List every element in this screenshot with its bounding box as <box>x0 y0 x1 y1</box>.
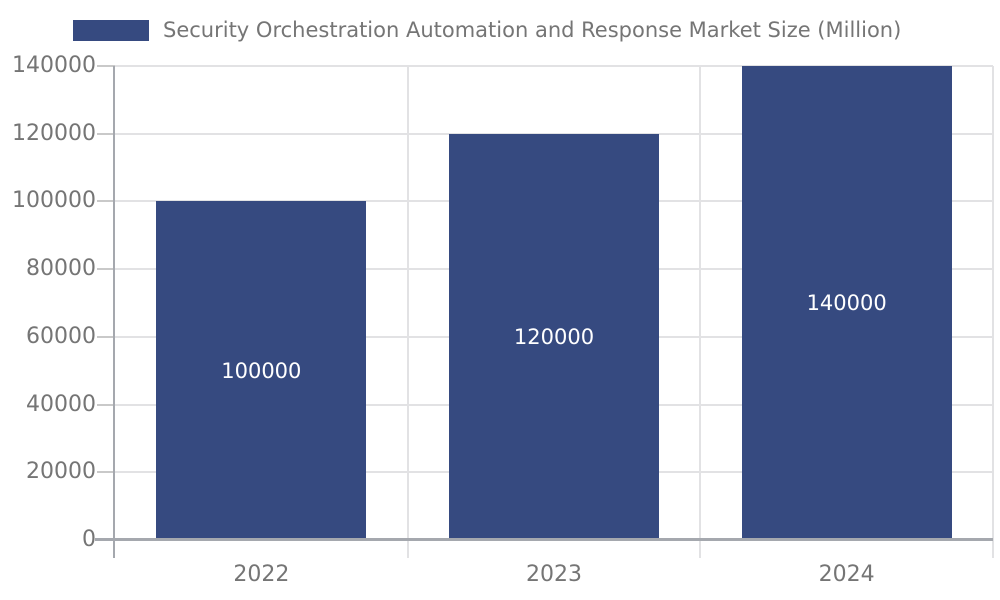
y-tick-label: 40000 <box>26 391 96 417</box>
y-gridline <box>115 65 993 67</box>
y-tick-label: 140000 <box>12 53 96 78</box>
x-tick-label: 2023 <box>526 562 582 587</box>
y-tick <box>97 268 115 271</box>
y-axis-line <box>113 66 115 558</box>
y-tick <box>97 471 115 474</box>
bar-value-label: 140000 <box>806 291 887 315</box>
chart-legend: Security Orchestration Automation and Re… <box>73 15 901 45</box>
y-tick-label: 80000 <box>26 256 96 282</box>
x-gridline <box>699 66 702 558</box>
y-tick <box>97 132 115 135</box>
x-gridline <box>992 66 994 558</box>
x-gridline <box>406 66 409 558</box>
x-axis-line <box>95 538 993 541</box>
y-gridline <box>115 132 993 135</box>
bar-value-label: 120000 <box>513 324 595 349</box>
bar-2024: 140000 <box>741 66 952 540</box>
legend-swatch <box>73 19 149 41</box>
y-tick-label: 0 <box>82 527 96 552</box>
bar-2023: 120000 <box>449 133 659 540</box>
y-tick <box>97 65 115 67</box>
x-tick-label: 2022 <box>233 562 290 587</box>
bar-value-label: 100000 <box>221 358 302 383</box>
chart-title: Security Orchestration Automation and Re… <box>163 18 902 42</box>
x-tick-label: 2024 <box>818 562 875 587</box>
y-tick-label: 120000 <box>12 120 96 146</box>
y-tick <box>97 200 115 203</box>
y-tick <box>97 403 115 406</box>
bar-2022: 100000 <box>156 201 367 540</box>
plot-area: 0 20000 40000 60000 80000 100000 120000 140000 1… <box>12 53 994 587</box>
y-tick <box>97 335 115 338</box>
y-tick-label: 20000 <box>26 459 96 485</box>
y-tick-label: 100000 <box>12 188 96 214</box>
y-tick-label: 60000 <box>26 323 96 349</box>
